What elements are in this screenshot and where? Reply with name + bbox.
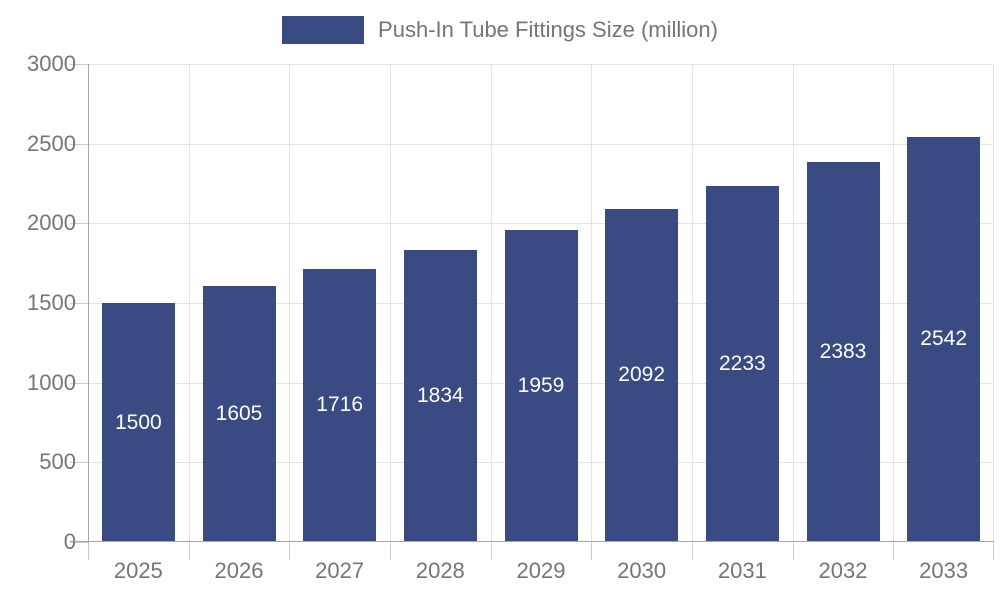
x-gridline	[390, 64, 391, 542]
x-axis-tick	[390, 542, 391, 560]
bar-value-label: 1959	[517, 373, 565, 397]
bar-value-label: 2542	[920, 327, 968, 351]
x-axis-tick	[993, 542, 994, 560]
x-axis-tick-label: 2028	[415, 558, 465, 583]
x-axis-tick	[289, 542, 291, 560]
bar-value-label: 2233	[718, 352, 766, 376]
x-axis-tick-label: 2029	[516, 558, 566, 583]
x-axis-tick	[692, 542, 693, 560]
y-axis-tick-label: 1000	[27, 369, 76, 395]
x-axis-tick	[591, 542, 593, 560]
y-axis-tick-label: 2500	[27, 130, 76, 156]
bar-value-label: 2092	[618, 363, 666, 387]
x-axis-tick	[792, 542, 794, 560]
y-axis-tick-label: 0	[63, 529, 76, 554]
x-axis-tick	[188, 542, 190, 560]
x-gridline	[692, 64, 693, 542]
y-axis-tick-label: 1500	[27, 290, 76, 315]
bar-value-label: 1716	[316, 393, 364, 417]
x-gridline	[993, 64, 994, 542]
bar: 1716	[303, 268, 377, 542]
x-axis-tick-label: 2031	[717, 558, 767, 583]
x-gridline	[792, 64, 794, 542]
bar-value-label: 1500	[114, 410, 162, 434]
legend-label: Push-In Tube Fittings Size (million)	[378, 17, 718, 42]
y-axis-tick	[70, 462, 88, 464]
y-axis-tick	[70, 542, 88, 543]
y-axis-tick	[70, 223, 88, 225]
x-gridline	[591, 64, 593, 542]
bar-value-label: 2383	[819, 340, 867, 364]
x-gridline	[188, 64, 190, 542]
x-gridline	[893, 64, 895, 542]
bar: 1605	[202, 286, 276, 542]
legend-swatch	[282, 16, 365, 44]
y-axis-tick	[70, 64, 88, 65]
x-axis-tick-label: 2033	[919, 558, 969, 583]
x-axis-tick-label: 2025	[113, 558, 163, 583]
x-axis-tick-label: 2030	[617, 558, 667, 583]
y-axis-tick	[70, 303, 88, 304]
x-axis-tick	[893, 542, 895, 560]
x-axis-tick-label: 2027	[315, 558, 365, 583]
bar-value-label: 1605	[215, 402, 263, 426]
x-axis-tick-label: 2032	[818, 558, 868, 583]
y-axis-line	[88, 64, 89, 543]
x-gridline	[490, 64, 492, 542]
plot-area: 0 500 1000 1500 2000 2500 3000 1500 2025 1605 2026…	[27, 51, 994, 583]
bar: 2542	[907, 136, 981, 542]
bar: 1959	[504, 229, 578, 542]
bar: 2383	[806, 162, 880, 542]
y-gridline	[88, 143, 994, 145]
y-gridline	[88, 223, 994, 225]
x-gridline	[289, 64, 291, 542]
y-axis-tick	[70, 143, 88, 145]
legend: Push-In Tube Fittings Size (million)	[0, 16, 1000, 44]
bar: 2233	[705, 186, 779, 542]
bar: 1834	[403, 249, 477, 542]
bar: 1500	[101, 303, 175, 542]
y-axis-tick-label: 2000	[27, 210, 76, 236]
x-axis-tick	[490, 542, 492, 560]
x-axis-tick-label: 2026	[214, 558, 264, 583]
x-axis-line	[70, 541, 994, 542]
bar-value-label: 1834	[416, 383, 464, 407]
y-gridline	[88, 64, 994, 65]
bar: 2092	[605, 208, 679, 542]
x-axis-tick	[88, 542, 89, 560]
y-axis-tick-label: 500	[39, 449, 76, 475]
y-axis-tick-label: 3000	[27, 51, 76, 76]
y-axis-tick	[70, 382, 88, 384]
